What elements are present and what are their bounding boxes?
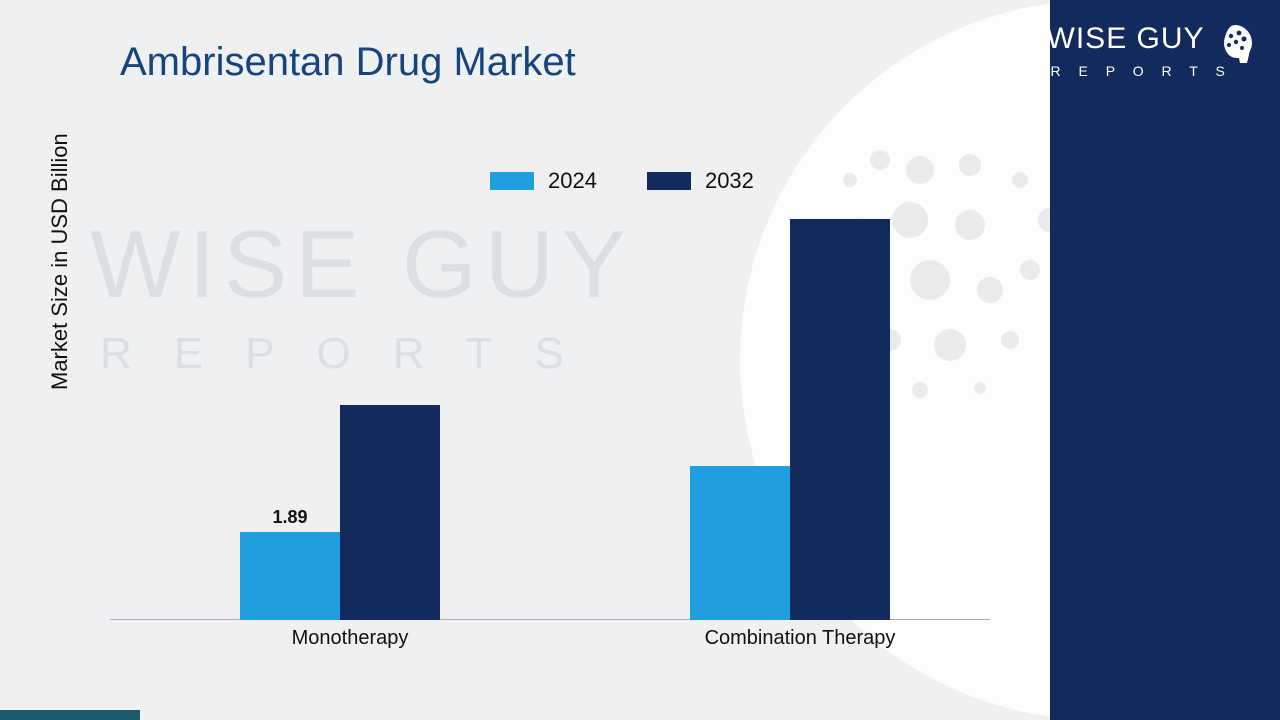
brand-logo: WISE GUY R E P O R T S bbox=[1047, 22, 1256, 79]
brand-line2: R E P O R T S bbox=[1047, 63, 1256, 79]
decor-bottom-bar bbox=[0, 710, 140, 720]
brand-head-icon bbox=[1214, 23, 1256, 65]
swatch-2032 bbox=[647, 172, 691, 190]
legend-item-2032: 2032 bbox=[647, 168, 754, 194]
bar-label-monotherapy-2024: 1.89 bbox=[272, 507, 307, 532]
legend: 2024 2032 bbox=[490, 168, 754, 194]
swatch-2024 bbox=[490, 172, 534, 190]
bar-combination-2024 bbox=[690, 466, 790, 620]
x-label-combination: Combination Therapy bbox=[680, 620, 920, 650]
chart-title: Ambrisentan Drug Market bbox=[120, 40, 576, 85]
chart-canvas: WISE GUY REPORTS WISE GUY R E P O R T S … bbox=[0, 0, 1280, 720]
legend-label-2024: 2024 bbox=[548, 168, 597, 194]
legend-label-2032: 2032 bbox=[705, 168, 754, 194]
y-axis-label: Market Size in USD Billion bbox=[47, 133, 73, 390]
bar-group-combination: Combination Therapy bbox=[690, 200, 910, 620]
bar-group-monotherapy: 1.89 Monotherapy bbox=[240, 200, 460, 620]
bar-combination-2032 bbox=[790, 219, 890, 620]
side-panel bbox=[1050, 0, 1280, 720]
x-label-monotherapy: Monotherapy bbox=[230, 620, 470, 650]
brand-line1: WISE GUY bbox=[1047, 22, 1205, 55]
bar-monotherapy-2024: 1.89 bbox=[240, 532, 340, 620]
legend-item-2024: 2024 bbox=[490, 168, 597, 194]
plot-area: 1.89 Monotherapy Combination Therapy bbox=[110, 200, 990, 620]
bar-monotherapy-2032 bbox=[340, 405, 440, 620]
